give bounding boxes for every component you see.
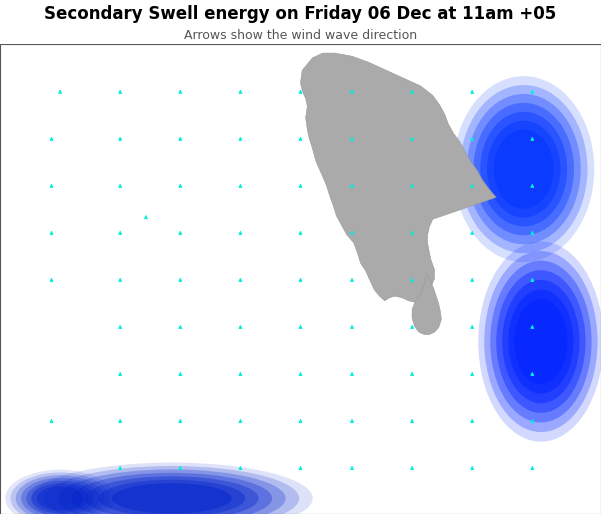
Ellipse shape — [16, 475, 105, 514]
Ellipse shape — [58, 469, 285, 514]
Ellipse shape — [37, 486, 84, 510]
Ellipse shape — [10, 472, 109, 514]
Ellipse shape — [112, 483, 231, 513]
Ellipse shape — [44, 466, 299, 514]
Ellipse shape — [31, 484, 88, 513]
Ellipse shape — [508, 289, 573, 394]
Ellipse shape — [487, 121, 560, 217]
Ellipse shape — [26, 481, 94, 514]
Ellipse shape — [484, 251, 597, 432]
Ellipse shape — [502, 280, 579, 403]
Ellipse shape — [85, 476, 258, 514]
Text: Secondary Swell energy on Friday 06 Dec at 11am +05: Secondary Swell energy on Friday 06 Dec … — [44, 5, 557, 23]
Text: Arrows show the wind wave direction: Arrows show the wind wave direction — [184, 29, 417, 42]
Ellipse shape — [478, 242, 601, 442]
Ellipse shape — [490, 261, 591, 423]
Polygon shape — [300, 53, 496, 302]
Ellipse shape — [99, 480, 245, 514]
Ellipse shape — [496, 270, 585, 413]
Ellipse shape — [474, 103, 574, 235]
Ellipse shape — [21, 478, 99, 514]
Ellipse shape — [480, 112, 567, 227]
Ellipse shape — [72, 473, 272, 514]
Polygon shape — [412, 273, 441, 335]
Ellipse shape — [514, 299, 567, 384]
Ellipse shape — [467, 94, 581, 244]
Ellipse shape — [494, 130, 554, 209]
Ellipse shape — [460, 85, 587, 253]
Ellipse shape — [31, 463, 313, 514]
Ellipse shape — [5, 470, 115, 514]
Ellipse shape — [453, 76, 594, 262]
